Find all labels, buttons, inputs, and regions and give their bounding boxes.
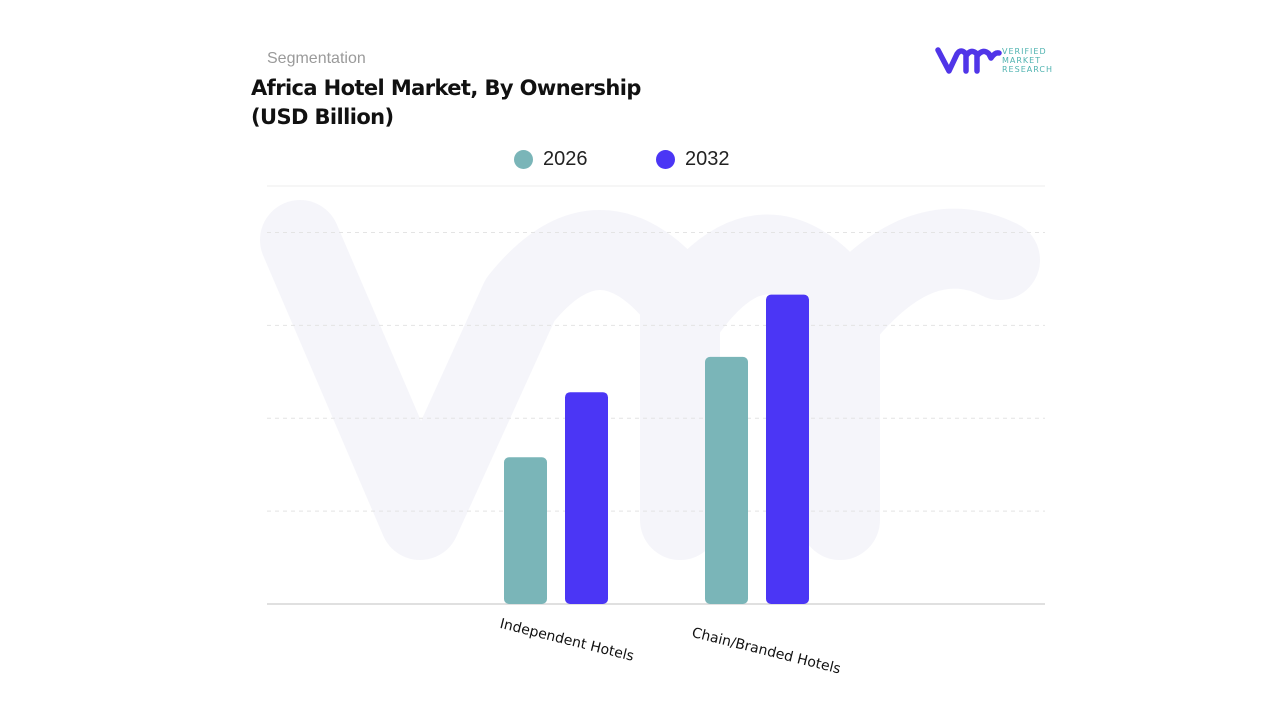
segmentation-label: Segmentation (267, 50, 366, 67)
title-line-1: Africa Hotel Market, By Ownership (251, 76, 641, 100)
legend-dot-2032 (656, 150, 675, 169)
legend-item-2026[interactable]: 2026 (514, 148, 588, 171)
legend-item-2032[interactable]: 2032 (656, 148, 730, 171)
legend: 2026 2032 (0, 148, 1280, 174)
bar-chain-branded-hotels-2032[interactable] (766, 294, 809, 604)
legend-dot-2026 (514, 150, 533, 169)
logo-line-3: RESEARCH (1002, 65, 1053, 74)
logo-line-2: MARKET (1002, 56, 1041, 65)
title-line-2: (USD Billion) (251, 105, 394, 129)
bar-chain-branded-hotels-2026[interactable] (705, 356, 748, 604)
bar-independent-hotels-2026[interactable] (504, 457, 547, 604)
watermark (260, 200, 1040, 560)
chart-title: Africa Hotel Market, By Ownership (USD B… (251, 74, 641, 132)
legend-label-2026: 2026 (543, 148, 588, 170)
legend-label-2032: 2032 (685, 148, 730, 170)
logo-line-1: VERIFIED (1002, 47, 1047, 56)
bar-independent-hotels-2032[interactable] (565, 392, 608, 604)
vmr-logo: VERIFIED MARKET RESEARCH (935, 44, 1065, 76)
